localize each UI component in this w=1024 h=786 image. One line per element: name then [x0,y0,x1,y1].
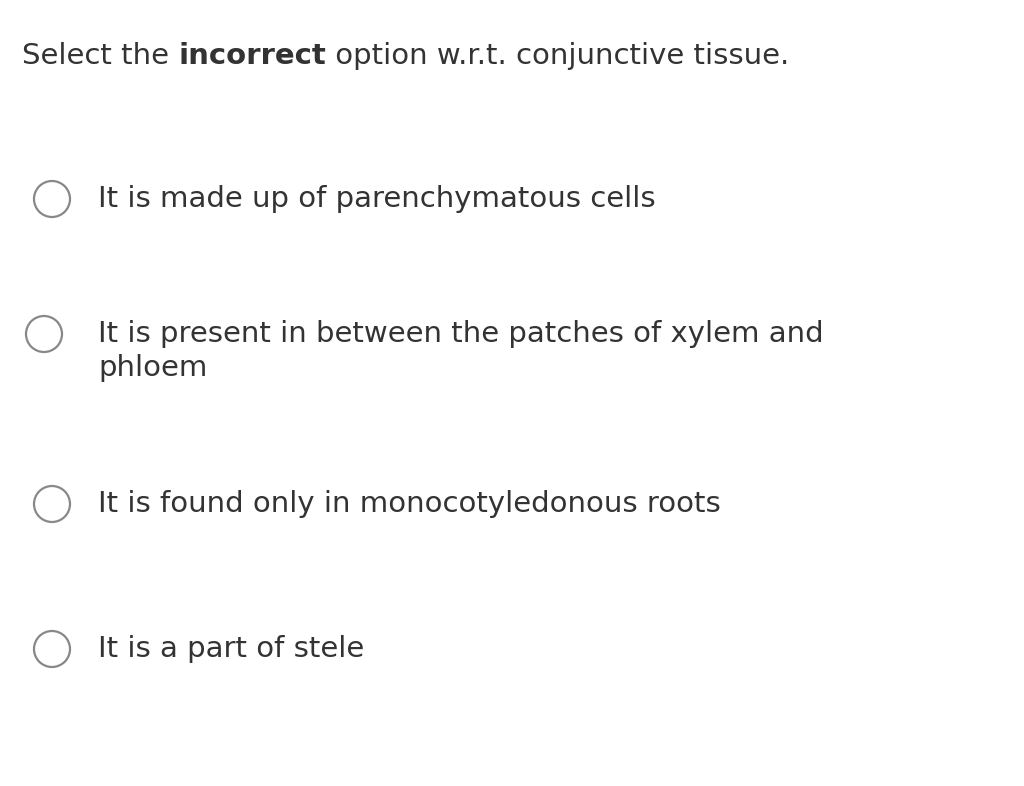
Text: Select the: Select the [22,42,178,70]
Text: It is found only in monocotyledonous roots: It is found only in monocotyledonous roo… [98,490,721,518]
Text: phloem: phloem [98,354,208,382]
Text: It is present in between the patches of xylem and: It is present in between the patches of … [98,320,823,348]
Text: incorrect: incorrect [178,42,326,70]
Text: It is made up of parenchymatous cells: It is made up of parenchymatous cells [98,185,655,213]
Text: It is a part of stele: It is a part of stele [98,635,365,663]
Text: option w.r.t. conjunctive tissue.: option w.r.t. conjunctive tissue. [326,42,790,70]
